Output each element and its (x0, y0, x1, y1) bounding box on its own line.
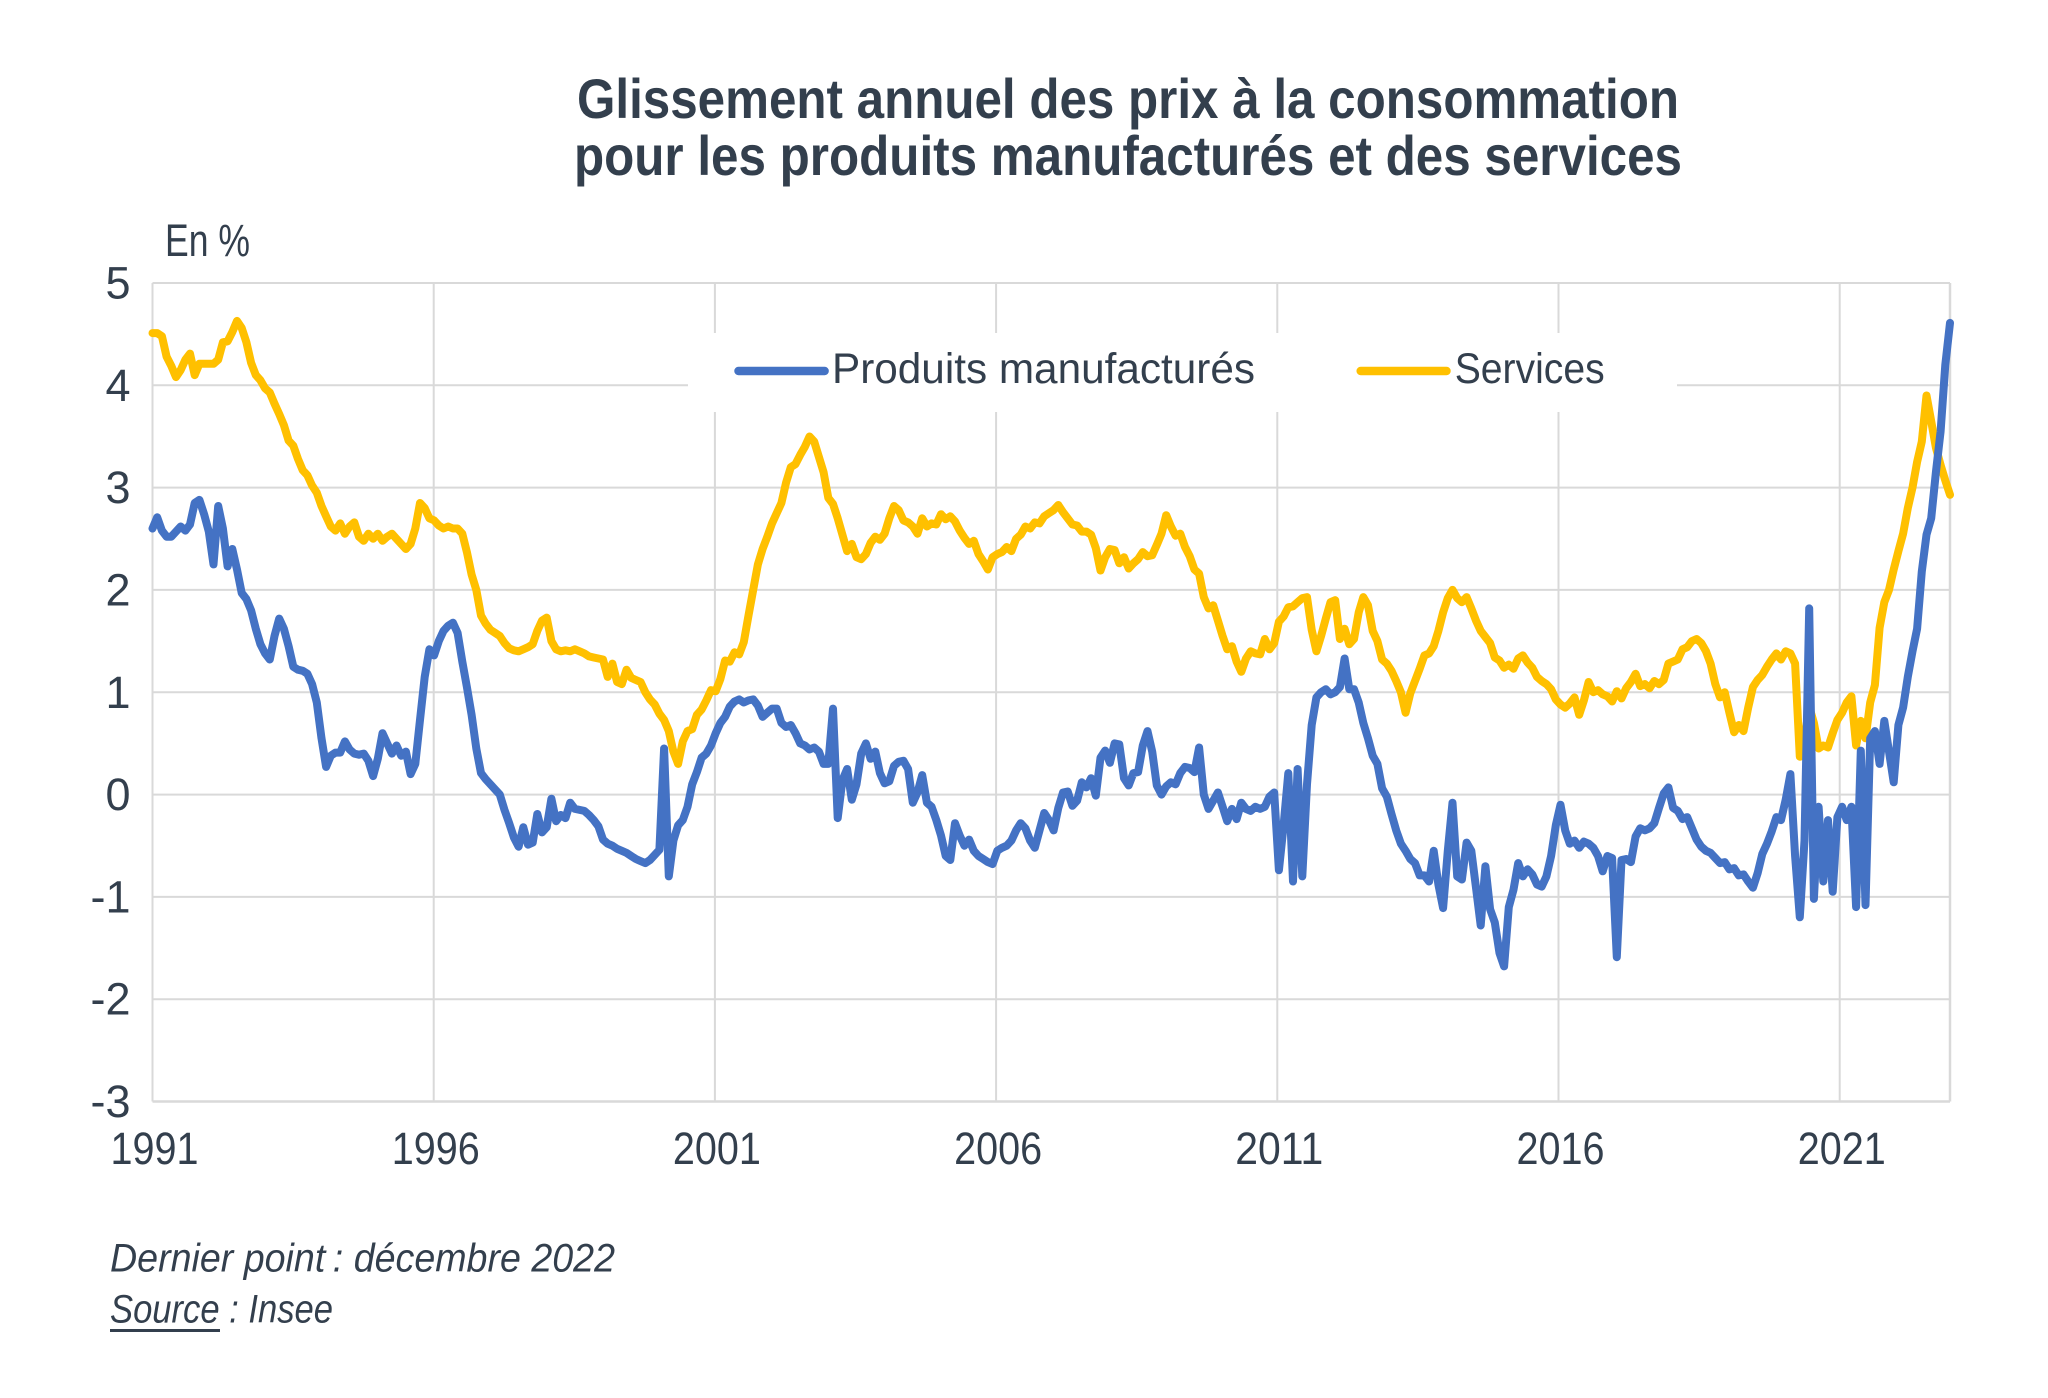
svg-text:Produits manufacturés: Produits manufacturés (832, 345, 1255, 393)
svg-text:-2: -2 (90, 974, 130, 1025)
svg-text:4: 4 (105, 360, 130, 411)
svg-text:Services: Services (1455, 345, 1605, 393)
svg-text:En %: En % (165, 215, 250, 266)
svg-text:2: 2 (105, 564, 130, 615)
svg-text:Glissement annuel des prix à l: Glissement annuel des prix à la consomma… (577, 67, 1679, 130)
svg-text:2016: 2016 (1517, 1123, 1605, 1174)
svg-text:Dernier point : décembre 2022: Dernier point : décembre 2022 (110, 1237, 615, 1281)
svg-text:1: 1 (105, 667, 130, 718)
svg-text:-3: -3 (90, 1076, 130, 1127)
svg-text:2006: 2006 (954, 1123, 1042, 1174)
svg-text:1991: 1991 (111, 1123, 199, 1174)
svg-text:0: 0 (105, 769, 130, 820)
svg-text:5: 5 (105, 258, 130, 309)
svg-text:2001: 2001 (673, 1123, 761, 1174)
svg-text:3: 3 (105, 462, 130, 513)
svg-text:-1: -1 (90, 871, 130, 922)
svg-text:pour les produits manufacturés: pour les produits manufacturés et des se… (574, 124, 1682, 187)
svg-text:2021: 2021 (1798, 1123, 1886, 1174)
svg-text:1996: 1996 (392, 1123, 480, 1174)
svg-text:Source : Insee: Source : Insee (110, 1288, 333, 1332)
svg-text:2011: 2011 (1235, 1123, 1323, 1174)
